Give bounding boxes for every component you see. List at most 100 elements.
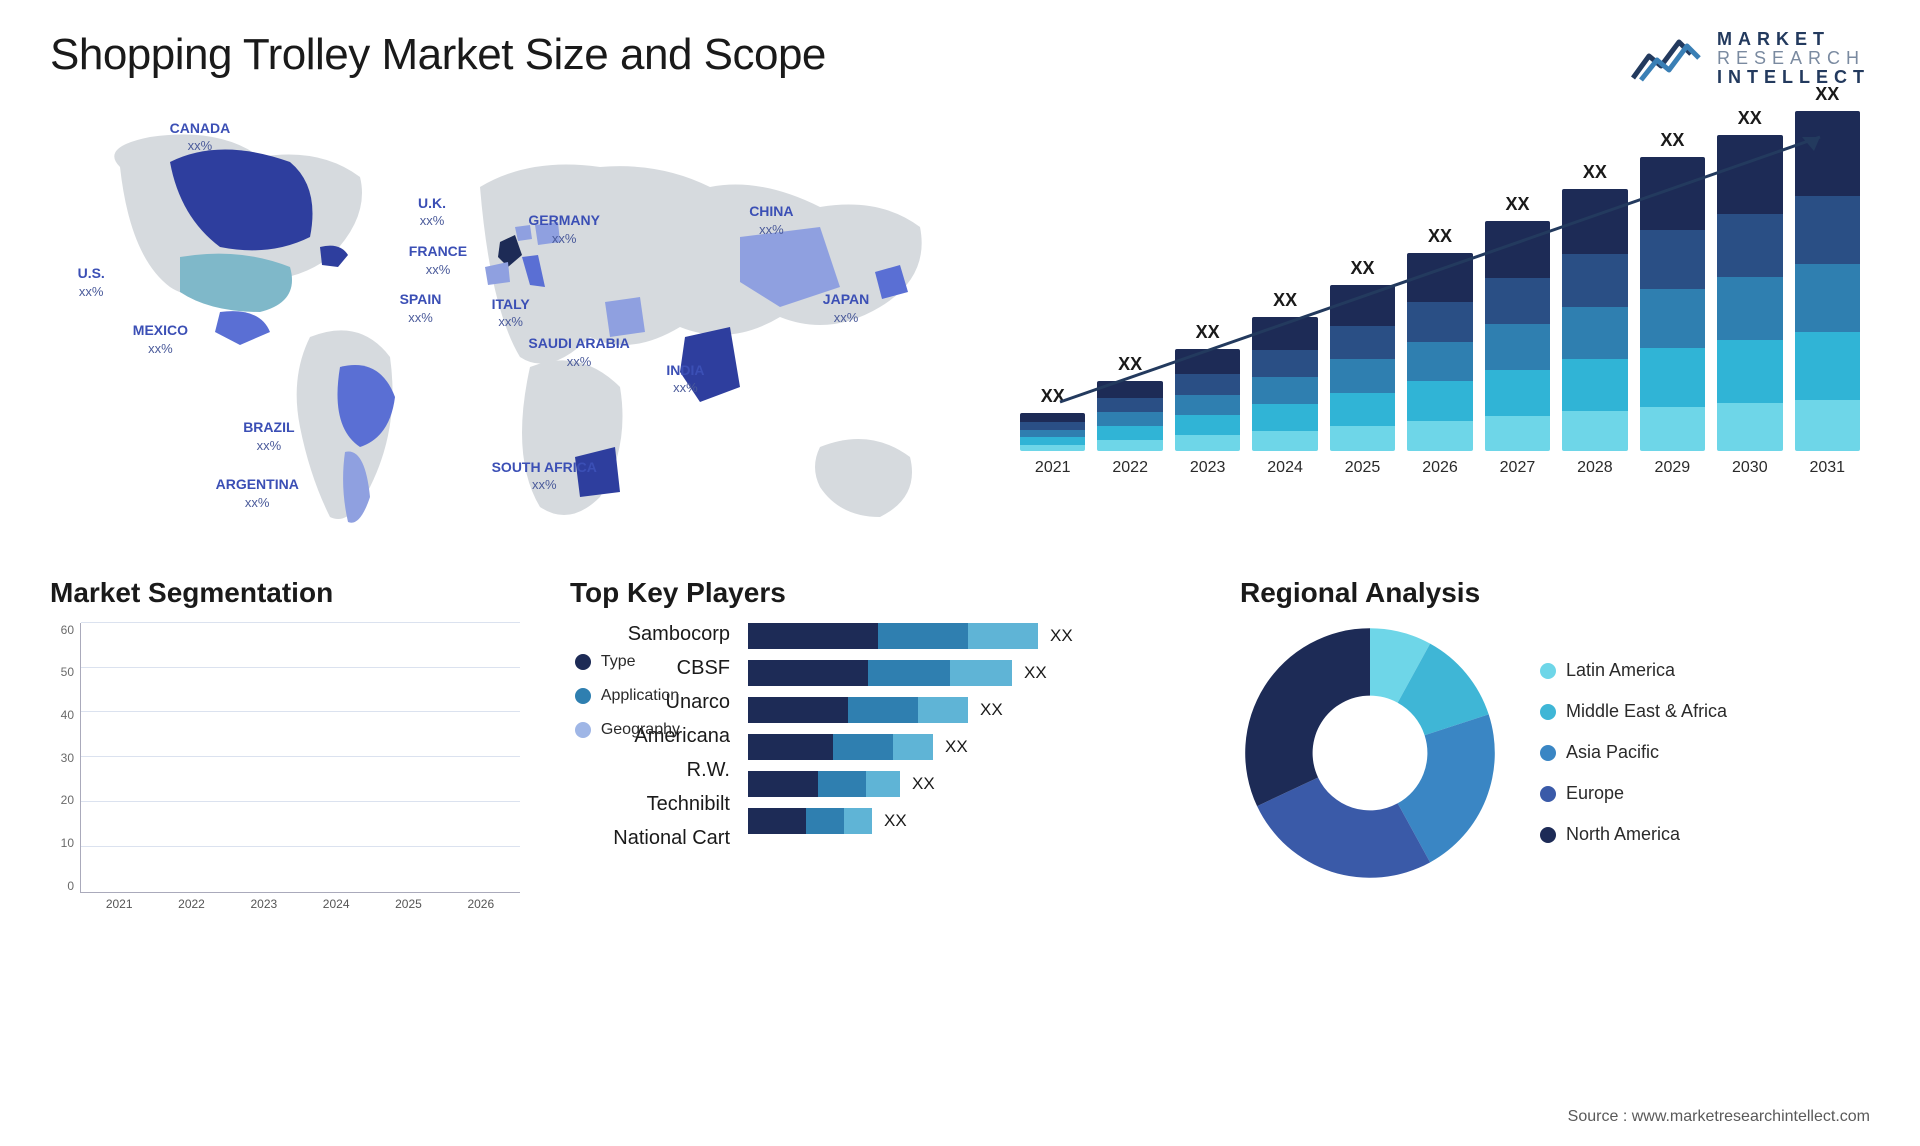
player-bar-row: XX (748, 808, 1190, 834)
player-bar-segment (878, 623, 968, 649)
bar-segment (1485, 221, 1550, 279)
bar-year-label: 2028 (1577, 459, 1613, 477)
bar-segment (1020, 413, 1085, 423)
players-title: Top Key Players (570, 577, 1190, 609)
bar-year-label: 2029 (1655, 459, 1691, 477)
bars-row: XX2021XX2022XX2023XX2024XX2025XX2026XX20… (1020, 117, 1860, 477)
bar-segment (1485, 324, 1550, 370)
bar-stack (1795, 111, 1860, 451)
player-bar-segment (833, 734, 893, 760)
y-tick-label: 60 (61, 623, 74, 637)
player-bar-segment (866, 771, 900, 797)
player-name: Sambocorp (570, 623, 730, 646)
map-label: ARGENTINAxx% (216, 476, 299, 511)
bar-segment (1407, 253, 1472, 303)
bar-segment (1252, 431, 1317, 451)
bar-column: XX 2027 (1485, 194, 1550, 477)
bar-segment (1020, 422, 1085, 430)
legend-label: Asia Pacific (1566, 742, 1659, 763)
bar-value-label: XX (1815, 84, 1839, 105)
y-tick-label: 30 (61, 751, 74, 765)
bar-value-label: XX (1428, 226, 1452, 247)
legend-dot-icon (575, 722, 591, 738)
seg-x-labels: 202120222023202420252026 (50, 893, 520, 911)
bar-segment (1330, 285, 1395, 327)
source-text: Source : www.marketresearchintellect.com (1568, 1108, 1870, 1126)
player-bar-row: XX (748, 697, 1190, 723)
bar-segment (1640, 407, 1705, 451)
bar-segment (1562, 359, 1627, 411)
bar-value-label: XX (1505, 194, 1529, 215)
bar-column: XX2024 (1252, 290, 1317, 477)
bar-column: XX2022 (1097, 354, 1162, 477)
legend-label: Application (601, 687, 679, 705)
legend-item: Asia Pacific (1540, 742, 1727, 763)
seg-y-axis: 6050403020100 (50, 623, 80, 893)
bar-segment (1640, 289, 1705, 348)
player-bar-row: XX (748, 734, 1190, 760)
player-bar-row: XX (748, 771, 1190, 797)
player-bar (748, 808, 872, 834)
player-bar-segment (818, 771, 866, 797)
bar-segment (1097, 426, 1162, 440)
legend-dot-icon (1540, 827, 1556, 843)
player-bars: XXXXXXXXXXXX (748, 623, 1190, 871)
player-bar-segment (848, 697, 918, 723)
bar-value-label: XX (1041, 386, 1065, 407)
bar-year-label: 2021 (1035, 459, 1071, 477)
bar-segment (1717, 277, 1782, 340)
bar-segment (1175, 415, 1240, 435)
bar-value-label: XX (1196, 322, 1220, 343)
bar-year-label: 2026 (1422, 459, 1458, 477)
bar-value-label: XX (1351, 258, 1375, 279)
bar-segment (1485, 278, 1550, 324)
map-label: SAUDI ARABIAxx% (528, 335, 629, 370)
bar-segment (1562, 189, 1627, 255)
bar-segment (1097, 398, 1162, 412)
player-bar (748, 623, 1038, 649)
legend-dot-icon (1540, 786, 1556, 802)
map-label: BRAZILxx% (243, 419, 294, 454)
bar-stack (1717, 135, 1782, 451)
donut-chart (1240, 623, 1500, 883)
player-bar-segment (748, 734, 833, 760)
page-title: Shopping Trolley Market Size and Scope (50, 30, 826, 80)
bar-segment (1407, 342, 1472, 382)
player-bar-segment (968, 623, 1038, 649)
player-bar (748, 734, 933, 760)
legend-dot-icon (1540, 704, 1556, 720)
map-label: GERMANYxx% (528, 212, 600, 247)
player-name: R.W. (570, 759, 730, 782)
bar-segment (1640, 157, 1705, 231)
bar-value-label: XX (1660, 130, 1684, 151)
bar-segment (1562, 411, 1627, 450)
bar-segment (1252, 350, 1317, 377)
bar-segment (1795, 332, 1860, 400)
bar-year-label: 2027 (1500, 459, 1536, 477)
bar-value-label: XX (1118, 354, 1142, 375)
y-tick-label: 50 (61, 665, 74, 679)
regional-legend: Latin AmericaMiddle East & AfricaAsia Pa… (1540, 660, 1727, 845)
legend-item: Middle East & Africa (1540, 701, 1727, 722)
map-label: CANADAxx% (170, 120, 231, 155)
legend-dot-icon (575, 654, 591, 670)
header: Shopping Trolley Market Size and Scope M… (50, 30, 1870, 87)
bar-value-label: XX (1583, 162, 1607, 183)
map-label: MEXICOxx% (133, 322, 188, 357)
bar-segment (1330, 393, 1395, 426)
player-bar-value: XX (1050, 626, 1073, 646)
player-bar-value: XX (1024, 663, 1047, 683)
legend-label: Type (601, 653, 636, 671)
bar-column: XX 2029 (1640, 130, 1705, 477)
map-label: JAPANxx% (823, 291, 869, 326)
seg-x-label: 2025 (377, 897, 439, 911)
segmentation-title: Market Segmentation (50, 577, 520, 609)
bar-segment (1020, 437, 1085, 445)
regional-title: Regional Analysis (1240, 577, 1800, 609)
bar-segment (1252, 317, 1317, 351)
world-map: CANADAxx%U.S.xx%MEXICOxx%BRAZILxx%ARGENT… (50, 107, 970, 547)
bar-stack (1020, 413, 1085, 451)
bar-segment (1717, 135, 1782, 214)
player-bar-segment (918, 697, 968, 723)
bar-stack (1485, 221, 1550, 451)
